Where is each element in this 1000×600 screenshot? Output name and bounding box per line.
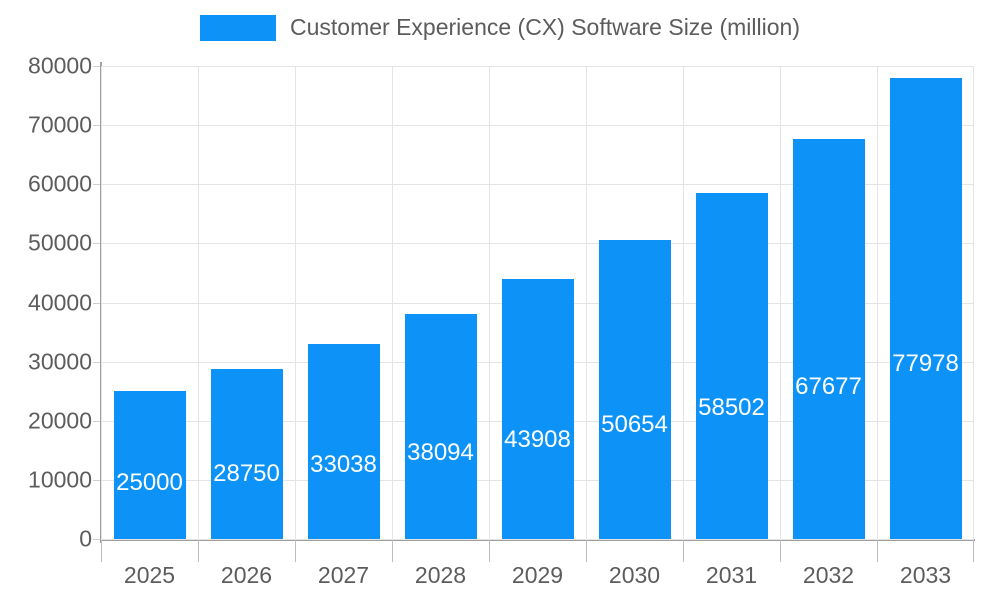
y-axis-tick-label: 20000 [28, 407, 92, 434]
bar-value-label: 77978 [892, 349, 959, 377]
y-axis-tick-mark [93, 184, 101, 186]
y-axis-tick-label: 10000 [28, 466, 92, 493]
x-axis-tick-label: 2026 [220, 562, 273, 588]
bar-value-label: 33038 [310, 450, 377, 478]
bar-value-label: 67677 [795, 372, 862, 400]
y-axis-tick-label: 0 [79, 525, 92, 552]
x-axis-tick-label: 2028 [414, 562, 467, 588]
bar[interactable] [501, 279, 574, 539]
y-axis-labels: 0 10000 20000 30000 40000 50000 60000 70000 8000… [0, 0, 101, 600]
y-axis-tick-mark [93, 420, 101, 422]
y-axis-tick-mark [93, 243, 101, 245]
x-axis-tick-mark [295, 540, 296, 562]
y-axis-tick-label: 70000 [28, 111, 92, 138]
x-axis-tick-mark [780, 540, 781, 562]
bar[interactable] [210, 369, 283, 539]
gridline-vertical [489, 66, 490, 539]
bar-value-label: 38094 [407, 439, 474, 467]
gridline-vertical [586, 66, 587, 539]
gridline-vertical [973, 66, 974, 539]
x-axis-tick-label: 2025 [123, 562, 176, 588]
y-axis-tick-label: 80000 [28, 52, 92, 79]
bar[interactable] [792, 138, 865, 539]
y-axis-tick-label: 30000 [28, 348, 92, 375]
bar-value-label: 58502 [698, 393, 765, 421]
x-axis-tick-label: 2033 [899, 562, 952, 588]
x-axis-tick-label: 2029 [511, 562, 564, 588]
gridline-vertical [198, 66, 199, 539]
gridline-horizontal [101, 539, 974, 540]
y-axis-tick-mark [93, 125, 101, 127]
bar[interactable] [113, 391, 186, 539]
bar-value-label: 50654 [601, 411, 668, 439]
bar-value-label: 25000 [116, 468, 183, 496]
y-axis-tick-mark [93, 361, 101, 363]
x-axis-tick-label: 2031 [705, 562, 758, 588]
y-axis-tick-label: 60000 [28, 170, 92, 197]
y-axis-tick-mark [93, 66, 101, 67]
y-axis-tick-label: 40000 [28, 289, 92, 315]
legend-color-swatch[interactable] [200, 14, 276, 41]
bar[interactable] [695, 193, 768, 539]
x-axis-tick-label: 2032 [802, 562, 855, 588]
x-axis-tick-mark [198, 540, 199, 562]
bar-value-label: 28750 [213, 460, 280, 488]
legend-series-label[interactable]: Customer Experience (CX) Software Size (… [290, 14, 800, 40]
bar[interactable] [598, 239, 671, 539]
x-axis-tick-mark [101, 540, 102, 562]
gridline-vertical [295, 66, 296, 539]
y-axis-tick-mark [93, 479, 101, 481]
y-axis-tick-label: 50000 [28, 229, 92, 256]
bar-value-label: 43908 [504, 426, 571, 454]
y-axis-tick-mark [93, 302, 101, 304]
x-axis-tick-mark [586, 540, 587, 562]
gridline-horizontal [101, 125, 974, 127]
x-axis-line [101, 539, 975, 541]
gridline-vertical [101, 66, 102, 539]
chart-legend: Customer Experience (CX) Software Size (… [0, 14, 1000, 41]
x-axis-tick-mark [877, 540, 878, 562]
x-axis-tick-mark [683, 540, 684, 562]
x-axis-tick-mark [489, 540, 490, 562]
gridline-horizontal [101, 184, 974, 186]
bar[interactable] [404, 313, 477, 539]
bar[interactable] [307, 343, 380, 539]
gridline-horizontal [101, 243, 974, 245]
gridline-vertical [683, 66, 684, 539]
gridline-vertical [780, 66, 781, 539]
y-axis-tick-mark [93, 539, 101, 540]
bar[interactable] [889, 77, 962, 539]
x-axis-tick-label: 2027 [317, 562, 370, 588]
x-axis-tick-mark [392, 540, 393, 562]
x-axis-tick-mark [973, 540, 974, 562]
gridline-vertical [392, 66, 393, 539]
gridline-vertical [877, 66, 878, 539]
plot-area: 25000 28750 33038 38094 43908 50654 58502 67677… [101, 66, 974, 540]
gridline-horizontal [101, 66, 974, 67]
x-axis-tick-label: 2030 [608, 562, 661, 588]
